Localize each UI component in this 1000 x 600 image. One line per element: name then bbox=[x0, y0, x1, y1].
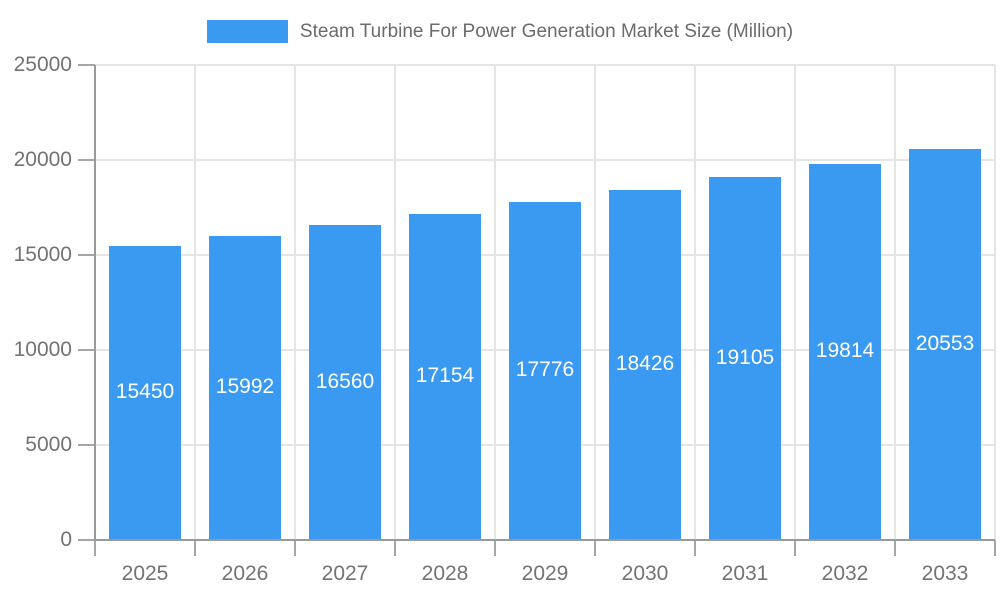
x-axis-tick bbox=[794, 540, 796, 556]
bar-value-label: 17154 bbox=[415, 364, 475, 387]
y-tick-label: 0 bbox=[60, 528, 72, 551]
y-axis-tick bbox=[78, 349, 95, 351]
bar-2033 bbox=[909, 149, 981, 540]
y-tick-label: 25000 bbox=[13, 53, 72, 76]
bar-value-label: 19814 bbox=[815, 339, 875, 362]
x-axis-tick bbox=[194, 540, 196, 556]
gridline-horizontal bbox=[95, 159, 995, 161]
bar-value-label: 16560 bbox=[315, 370, 375, 393]
bar-2032 bbox=[809, 164, 881, 540]
bar-value-label: 15450 bbox=[115, 380, 175, 403]
bar-value-label: 19105 bbox=[715, 346, 775, 369]
bar-value-label: 15992 bbox=[215, 375, 275, 398]
bar-2028 bbox=[409, 214, 481, 540]
gridline-vertical bbox=[394, 65, 396, 540]
gridline-vertical bbox=[894, 65, 896, 540]
gridline-vertical bbox=[594, 65, 596, 540]
chart-title: Steam Turbine For Power Generation Marke… bbox=[299, 21, 794, 42]
y-tick-label: 5000 bbox=[25, 433, 72, 456]
bar-2027 bbox=[309, 225, 381, 540]
y-tick-label: 20000 bbox=[13, 148, 72, 171]
gridline-vertical bbox=[194, 65, 196, 540]
legend-swatch bbox=[206, 20, 288, 43]
x-tick-label: 2033 bbox=[921, 562, 969, 585]
gridline-vertical bbox=[294, 65, 296, 540]
x-tick-label: 2030 bbox=[621, 562, 669, 585]
y-axis-tick bbox=[78, 159, 95, 161]
gridline-horizontal bbox=[95, 64, 995, 66]
bar-value-label: 18426 bbox=[615, 352, 675, 375]
x-axis-tick bbox=[494, 540, 496, 556]
bar-2030 bbox=[609, 190, 681, 540]
x-tick-label: 2032 bbox=[821, 562, 869, 585]
x-tick-label: 2029 bbox=[521, 562, 569, 585]
x-axis-tick bbox=[994, 540, 996, 556]
y-tick-label: 10000 bbox=[13, 338, 72, 361]
gridline-vertical bbox=[694, 65, 696, 540]
bar-2031 bbox=[709, 177, 781, 540]
y-axis-tick bbox=[78, 539, 95, 541]
y-axis-line bbox=[94, 65, 96, 540]
y-axis-tick bbox=[78, 444, 95, 446]
x-axis-tick bbox=[94, 540, 96, 556]
x-tick-label: 2025 bbox=[121, 562, 169, 585]
x-tick-label: 2027 bbox=[321, 562, 369, 585]
bar-2025 bbox=[109, 246, 181, 540]
y-tick-label: 15000 bbox=[13, 243, 72, 266]
bar-value-label: 17776 bbox=[515, 358, 575, 381]
x-axis-tick bbox=[394, 540, 396, 556]
x-axis-line bbox=[94, 539, 995, 541]
x-axis-tick bbox=[694, 540, 696, 556]
x-tick-label: 2028 bbox=[421, 562, 469, 585]
x-tick-label: 2026 bbox=[221, 562, 269, 585]
legend: Steam Turbine For Power Generation Marke… bbox=[0, 20, 1000, 43]
gridline-vertical bbox=[794, 65, 796, 540]
y-axis-tick bbox=[78, 254, 95, 256]
gridline-vertical bbox=[994, 65, 996, 540]
bar-2029 bbox=[509, 202, 581, 540]
x-tick-label: 2031 bbox=[721, 562, 769, 585]
y-axis-tick bbox=[78, 64, 95, 66]
x-axis-tick bbox=[294, 540, 296, 556]
x-axis-tick bbox=[894, 540, 896, 556]
bar-value-label: 20553 bbox=[915, 332, 975, 355]
gridline-vertical bbox=[494, 65, 496, 540]
x-axis-tick bbox=[594, 540, 596, 556]
bar-2026 bbox=[209, 236, 281, 540]
